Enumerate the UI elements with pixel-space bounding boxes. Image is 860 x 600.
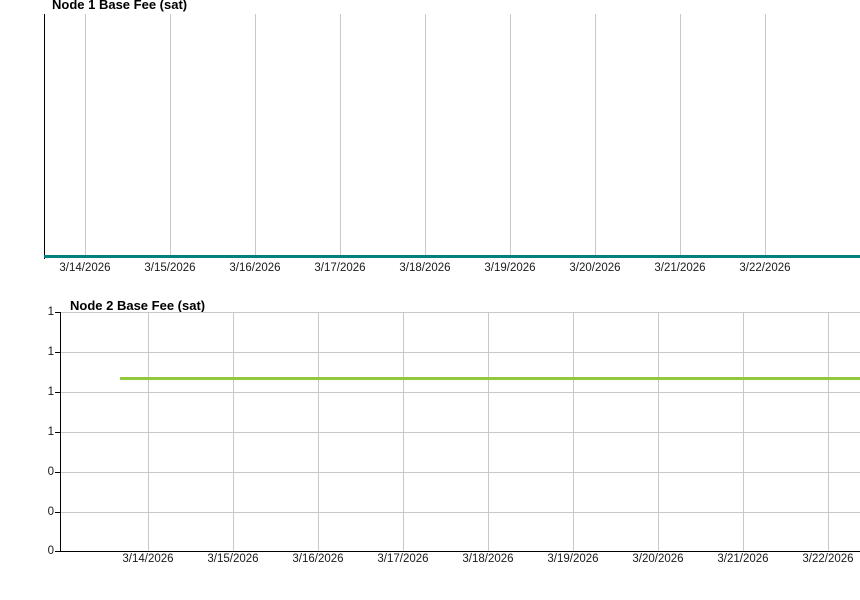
chart2-x-tick-label: 3/20/2026: [632, 553, 684, 565]
chart2-vgridline: [403, 312, 404, 551]
chart1-series-line: [44, 255, 860, 258]
chart-node1-base-fee: Node 1 Base Fee (sat) 3/14/2026 3/15/202…: [0, 0, 860, 290]
chart2-y-tick-mark: [55, 312, 60, 313]
chart1-x-tick-label: 3/14/2026: [59, 262, 111, 274]
chart2-plot-area: [60, 312, 860, 551]
chart1-x-tick-label: 3/17/2026: [314, 262, 366, 274]
chart2-y-tick-label: 1: [47, 306, 54, 318]
chart1-y-axis-line: [44, 14, 45, 259]
chart1-vgridline: [765, 14, 766, 258]
chart2-y-tick-label: 1: [47, 426, 54, 438]
chart1-vgridline: [510, 14, 511, 258]
chart1-vgridline: [595, 14, 596, 258]
chart2-x-tick-label: 3/15/2026: [207, 553, 259, 565]
chart2-vgridline: [743, 312, 744, 551]
chart2-y-tick-mark: [55, 472, 60, 473]
chart1-vgridline: [85, 14, 86, 258]
chart2-x-tick-label: 3/16/2026: [292, 553, 344, 565]
chart2-y-tick-label: 1: [47, 386, 54, 398]
chart2-x-tick-label: 3/19/2026: [547, 553, 599, 565]
chart2-title: Node 2 Base Fee (sat): [70, 298, 206, 313]
chart1-x-tick-label: 3/16/2026: [229, 262, 281, 274]
chart1-vgridline: [255, 14, 256, 258]
chart2-y-tick-mark: [55, 392, 60, 393]
chart2-x-tick-label: 3/14/2026: [122, 553, 174, 565]
chart2-x-tick-label: 3/22/2026: [802, 553, 854, 565]
chart1-x-tick-label: 3/22/2026: [739, 262, 791, 274]
chart2-vgridline: [658, 312, 659, 551]
chart2-vgridline: [148, 312, 149, 551]
chart2-vgridline: [318, 312, 319, 551]
chart1-x-tick-label: 3/18/2026: [399, 262, 451, 274]
chart1-vgridline: [340, 14, 341, 258]
chart1-vgridline: [425, 14, 426, 258]
chart2-y-tick-label: 0: [47, 545, 54, 557]
chart2-x-tick-label: 3/21/2026: [717, 553, 769, 565]
chart2-x-axis-line: [60, 551, 860, 552]
chart2-vgridline: [488, 312, 489, 551]
chart2-y-tick-mark: [55, 352, 60, 353]
chart2-y-tick-mark: [55, 432, 60, 433]
chart2-x-tick-label: 3/17/2026: [377, 553, 429, 565]
chart2-y-tick-mark: [55, 551, 60, 552]
chart1-vgridline: [680, 14, 681, 258]
chart2-y-axis-line: [60, 312, 61, 552]
chart1-x-tick-label: 3/15/2026: [144, 262, 196, 274]
chart2-series-line: [120, 377, 860, 380]
chart2-y-tick-label: 1: [47, 346, 54, 358]
chart1-x-tick-label: 3/20/2026: [569, 262, 621, 274]
chart2-hgridline: [60, 392, 860, 393]
chart2-y-tick-mark: [55, 512, 60, 513]
chart2-vgridline: [573, 312, 574, 551]
chart1-title: Node 1 Base Fee (sat): [52, 0, 188, 12]
chart1-plot-area: [44, 14, 860, 258]
chart2-hgridline: [60, 312, 860, 313]
chart1-vgridline: [170, 14, 171, 258]
chart2-hgridline: [60, 472, 860, 473]
chart1-x-tick-label: 3/19/2026: [484, 262, 536, 274]
chart2-hgridline: [60, 352, 860, 353]
chart1-x-tick-label: 3/21/2026: [654, 262, 706, 274]
chart2-vgridline: [828, 312, 829, 551]
chart2-hgridline: [60, 512, 860, 513]
chart-node2-base-fee: Node 2 Base Fee (sat) 1 1 1 1 0 0 0 3/14…: [0, 290, 860, 600]
chart2-hgridline: [60, 432, 860, 433]
chart2-x-tick-label: 3/18/2026: [462, 553, 514, 565]
chart2-vgridline: [233, 312, 234, 551]
chart2-y-tick-label: 0: [47, 466, 54, 478]
chart2-y-tick-label: 0: [47, 506, 54, 518]
